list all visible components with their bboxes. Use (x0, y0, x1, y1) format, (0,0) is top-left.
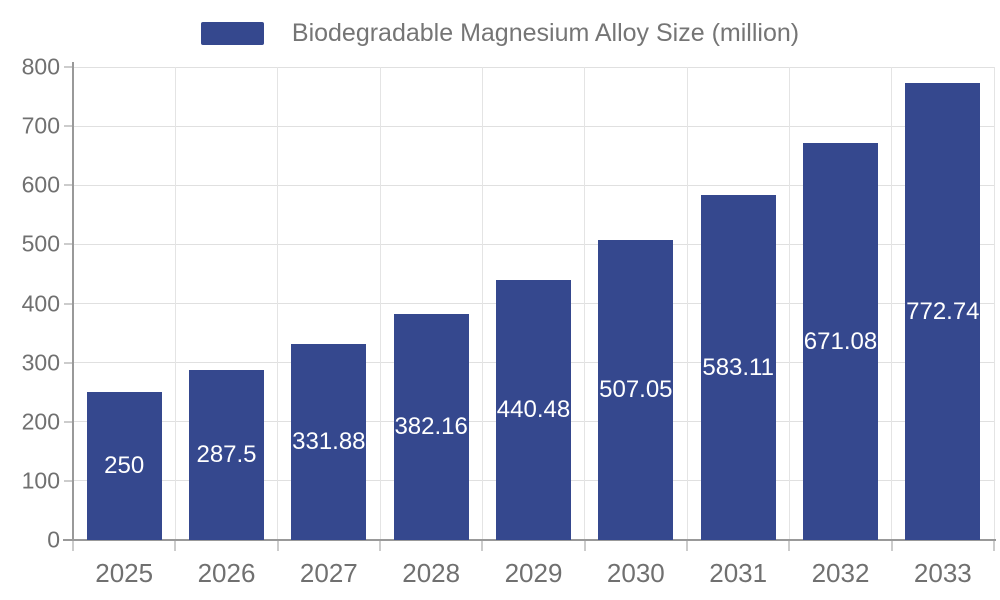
x-axis-tick (481, 541, 484, 551)
gridline-vertical (481, 67, 483, 540)
x-tick-label: 2033 (913, 558, 972, 588)
x-axis-tick (993, 541, 995, 551)
bar-value-label: 671.08 (803, 327, 878, 355)
x-axis-tick (583, 541, 586, 551)
x-axis-line (63, 539, 996, 541)
gridline-vertical (277, 67, 279, 540)
y-axis-line (72, 62, 74, 540)
y-tick-label: 500 (21, 230, 60, 257)
y-axis-tick (64, 184, 72, 187)
bar[interactable]: 382.16 (393, 314, 469, 540)
bar[interactable]: 671.08 (803, 143, 878, 540)
bar-value-label: 772.74 (906, 297, 980, 325)
x-tick-label: 2032 (811, 558, 870, 588)
y-axis-tick (64, 420, 72, 423)
x-tick-label: 2028 (402, 558, 461, 588)
bar[interactable]: 772.74 (905, 83, 981, 540)
x-axis-tick (72, 541, 74, 551)
gridline-vertical (788, 67, 790, 540)
gridline-horizontal (73, 243, 994, 245)
y-axis-tick (64, 479, 72, 482)
bar[interactable]: 507.05 (598, 240, 674, 540)
bar[interactable]: 583.11 (700, 195, 776, 540)
y-tick-label: 300 (21, 349, 60, 376)
bar[interactable]: 250 (86, 392, 162, 540)
gridline-vertical (686, 67, 688, 540)
x-axis-tick (788, 541, 791, 551)
bar[interactable]: 331.88 (291, 343, 367, 540)
gridline-horizontal (73, 184, 994, 186)
y-axis-tick (64, 361, 72, 364)
y-tick-label: 0 (47, 526, 60, 553)
y-tick-label: 600 (21, 171, 60, 198)
x-axis-tick (686, 541, 688, 551)
gridline-vertical (379, 67, 381, 540)
x-tick-label: 2025 (95, 558, 154, 588)
bar-value-label: 583.11 (702, 353, 774, 381)
legend-label: Biodegradable Magnesium Alloy Size (mill… (291, 18, 800, 47)
y-tick-label: 400 (21, 290, 60, 316)
gridline-horizontal (73, 66, 994, 68)
y-tick-label: 700 (21, 112, 60, 139)
y-tick-label: 200 (21, 408, 60, 435)
x-tick-label: 2027 (299, 558, 358, 588)
x-axis-tick (276, 541, 279, 551)
gridline-vertical (993, 67, 995, 540)
y-tick-label: 800 (21, 53, 60, 80)
bar-value-label: 331.88 (292, 427, 366, 455)
legend-swatch-icon (200, 21, 264, 45)
y-axis-tick (64, 125, 72, 128)
bar[interactable]: 440.48 (496, 279, 571, 540)
y-axis-tick (64, 66, 72, 68)
x-tick-label: 2030 (606, 558, 665, 588)
gridline-vertical (584, 67, 586, 540)
bar-value-label: 382.16 (394, 413, 468, 441)
bar[interactable]: 287.5 (189, 370, 264, 540)
gridline-horizontal (73, 125, 994, 127)
y-tick-label: 100 (21, 467, 60, 494)
gridline-vertical (891, 67, 893, 540)
bar-value-label: 440.48 (496, 395, 571, 423)
bar-value-label: 250 (104, 452, 145, 480)
y-axis-tick (64, 302, 72, 305)
x-tick-label: 2031 (709, 558, 768, 588)
x-axis-tick (379, 541, 381, 551)
x-axis-tick (174, 541, 177, 551)
x-tick-label: 2026 (197, 558, 256, 588)
bar-value-label: 287.5 (196, 441, 257, 468)
gridline-vertical (174, 67, 176, 540)
x-axis-tick (890, 541, 893, 551)
y-axis-tick (64, 243, 72, 246)
bar-value-label: 507.05 (599, 376, 673, 404)
x-tick-label: 2029 (504, 558, 563, 588)
legend-item[interactable]: Biodegradable Magnesium Alloy Size (mill… (0, 18, 1000, 48)
